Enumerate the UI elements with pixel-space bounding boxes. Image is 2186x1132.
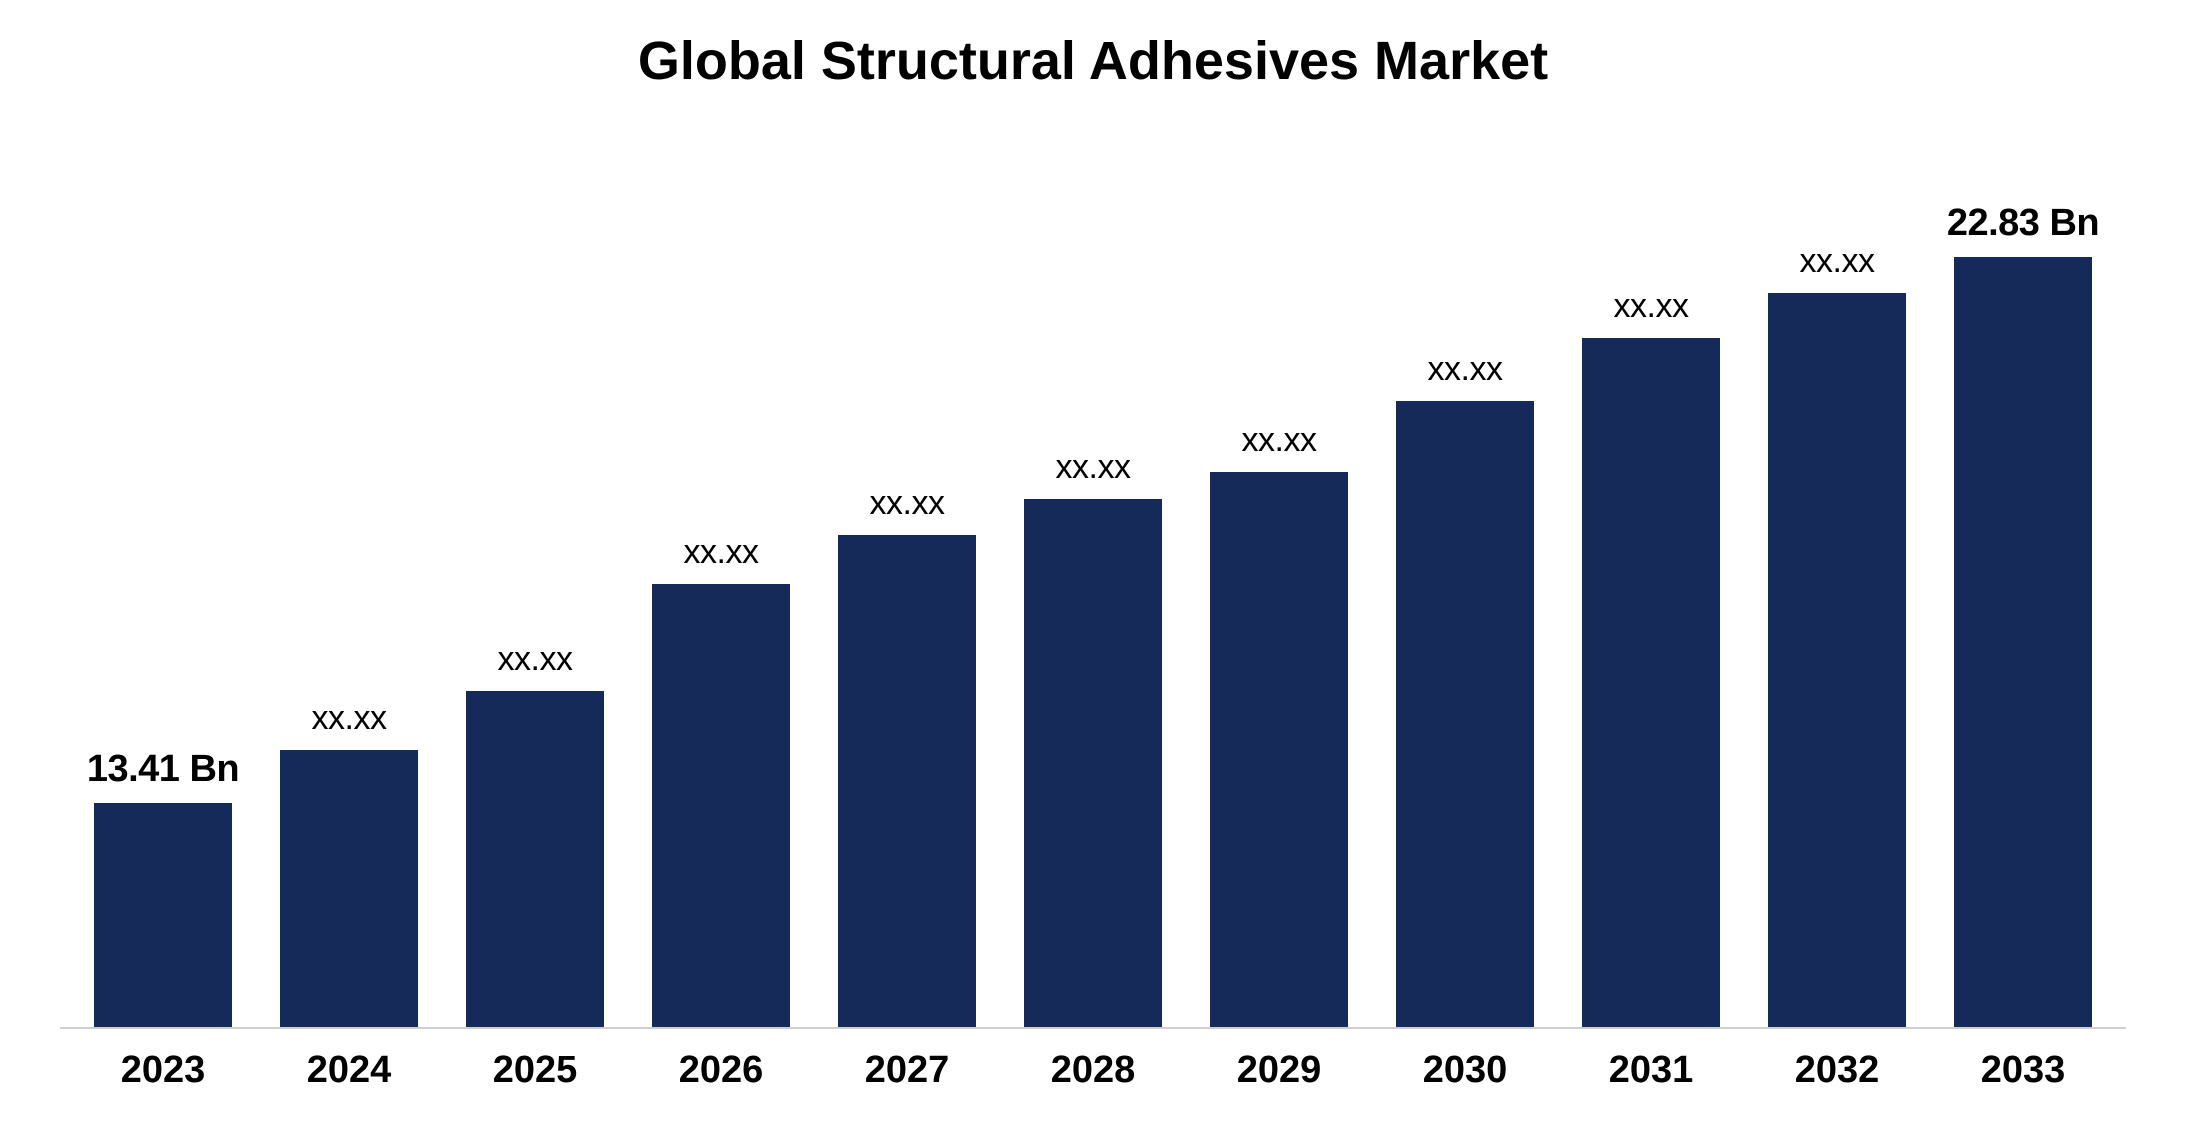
- x-axis-label: 2027: [815, 1049, 999, 1092]
- bar: [94, 803, 232, 1027]
- bar: [1024, 499, 1162, 1027]
- x-axis-label: 2029: [1187, 1049, 1371, 1092]
- bar-value-label: xx.xx: [1242, 421, 1317, 460]
- chart-container: Global Structural Adhesives Market 13.41…: [0, 0, 2186, 1132]
- bar: [1582, 338, 1720, 1027]
- x-axis-label: 2032: [1745, 1049, 1929, 1092]
- x-axis-label: 2023: [71, 1049, 255, 1092]
- bar-value-label: xx.xx: [312, 699, 387, 738]
- bar-group: 13.41 Bn: [71, 132, 255, 1027]
- bar-value-label: xx.xx: [1428, 350, 1503, 389]
- bar-value-label: 22.83 Bn: [1947, 202, 2099, 245]
- bar: [1210, 472, 1348, 1027]
- bar: [1396, 401, 1534, 1028]
- x-axis-label: 2033: [1931, 1049, 2115, 1092]
- bar-group: xx.xx: [1745, 132, 1929, 1027]
- bar: [838, 535, 976, 1027]
- bar: [652, 584, 790, 1027]
- bars-container: 13.41 Bn xx.xx xx.xx xx.xx xx.xx xx.xx: [60, 132, 2126, 1029]
- x-axis-label: 2026: [629, 1049, 813, 1092]
- chart-title: Global Structural Adhesives Market: [60, 30, 2126, 92]
- bar-group: xx.xx: [1373, 132, 1557, 1027]
- x-axis-label: 2028: [1001, 1049, 1185, 1092]
- x-axis-label: 2030: [1373, 1049, 1557, 1092]
- bar-group: xx.xx: [257, 132, 441, 1027]
- bar-group: xx.xx: [1001, 132, 1185, 1027]
- x-axis: 2023 2024 2025 2026 2027 2028 2029 2030 …: [60, 1029, 2126, 1092]
- bar-value-label: xx.xx: [498, 640, 573, 679]
- bar: [1768, 293, 1906, 1027]
- bar-value-label: xx.xx: [870, 484, 945, 523]
- bar-value-label: xx.xx: [1614, 287, 1689, 326]
- bar-group: xx.xx: [815, 132, 999, 1027]
- bar-group: xx.xx: [443, 132, 627, 1027]
- bar: [466, 691, 604, 1027]
- bar-group: 22.83 Bn: [1931, 132, 2115, 1027]
- plot-area: 13.41 Bn xx.xx xx.xx xx.xx xx.xx xx.xx: [60, 132, 2126, 1092]
- bar-group: xx.xx: [1559, 132, 1743, 1027]
- bar: [1954, 257, 2092, 1027]
- x-axis-label: 2024: [257, 1049, 441, 1092]
- bar-value-label: xx.xx: [1800, 242, 1875, 281]
- bar-group: xx.xx: [1187, 132, 1371, 1027]
- bar: [280, 750, 418, 1027]
- bar-value-label: 13.41 Bn: [87, 748, 239, 791]
- x-axis-label: 2031: [1559, 1049, 1743, 1092]
- bar-value-label: xx.xx: [1056, 448, 1131, 487]
- bar-value-label: xx.xx: [684, 533, 759, 572]
- bar-group: xx.xx: [629, 132, 813, 1027]
- x-axis-label: 2025: [443, 1049, 627, 1092]
